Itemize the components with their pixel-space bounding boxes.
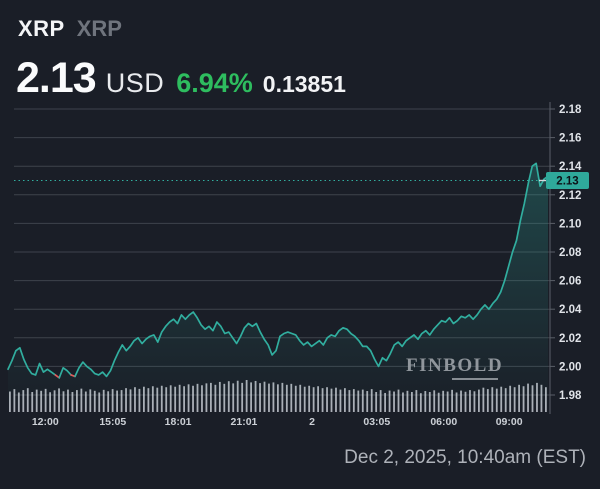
y-axis-label: 2.02 xyxy=(559,333,581,345)
y-axis-label: 2.10 xyxy=(559,218,581,230)
x-axis-label: 21:01 xyxy=(231,416,258,428)
x-axis-label: 15:05 xyxy=(99,416,126,428)
finbold-watermark-underline xyxy=(452,378,498,380)
price-chart-svg[interactable]: 2.18 2.16 2.14 2.12 2.10 2.08 2.06 2.04 2.02 2.00… xyxy=(0,98,600,438)
x-axis-label: 12:00 xyxy=(32,416,59,428)
price-line xyxy=(7,162,549,379)
price-row: 2.13 USD 6.94% 0.13851 xyxy=(16,54,346,103)
y-axis-label: 1.98 xyxy=(559,390,582,402)
y-axis-label: 2.16 xyxy=(559,133,581,145)
price-value: 2.13 xyxy=(16,54,97,102)
y-axis-label: 2.04 xyxy=(559,304,582,316)
y-axis-label: 2.14 xyxy=(559,161,582,173)
x-axis-label: 09:00 xyxy=(496,416,523,428)
coin-name: XRP xyxy=(76,16,122,41)
chart-timestamp: Dec 2, 2025, 10:40am (EST) xyxy=(344,447,586,468)
y-axis-label: 2.00 xyxy=(559,361,581,373)
current-price-pill: 2.13 xyxy=(546,172,589,189)
ticker-symbol: XRP xyxy=(18,16,65,41)
price-chart[interactable]: 2.18 2.16 2.14 2.12 2.10 2.08 2.06 2.04 2.02 2.00… xyxy=(0,98,600,438)
svg-text:2.13: 2.13 xyxy=(556,176,578,188)
y-axis-labels: 2.18 2.16 2.14 2.12 2.10 2.08 2.06 2.04 2.02 2.00… xyxy=(550,104,582,402)
y-axis-label: 2.12 xyxy=(559,190,581,202)
x-axis-labels: 12:00 15:05 18:01 21:01 2 03:05 06:00 09:00 xyxy=(32,416,523,428)
x-axis-label: 18:01 xyxy=(165,416,192,428)
price-area xyxy=(8,163,548,412)
y-axis-label: 2.06 xyxy=(559,276,581,288)
y-axis-label: 2.08 xyxy=(559,247,582,259)
price-change-percent: 6.94% xyxy=(176,68,253,98)
ticker-header: XRP XRP xyxy=(18,16,122,42)
x-axis-label: 2 xyxy=(309,416,315,428)
y-axis-label: 2.18 xyxy=(559,104,582,116)
finbold-watermark: FINBOLD xyxy=(406,355,504,376)
price-change-absolute: 0.13851 xyxy=(262,71,346,97)
x-axis-label: 03:05 xyxy=(363,416,390,428)
x-axis-label: 06:00 xyxy=(430,416,457,428)
price-currency: USD xyxy=(105,68,165,98)
